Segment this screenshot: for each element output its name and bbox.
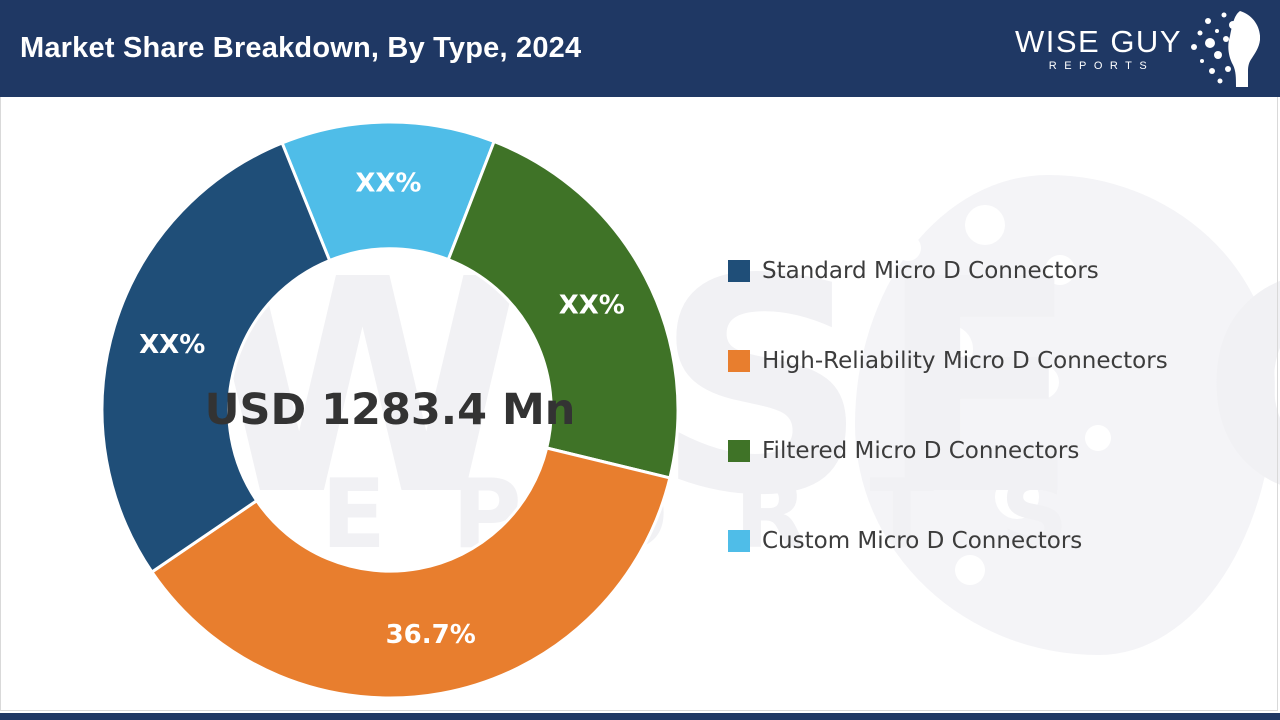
legend-swatch-icon (728, 529, 750, 552)
legend-item-filtered: Filtered Micro D Connectors (728, 437, 1168, 464)
wise-guy-logo: WISE GUY REPORTS (1015, 7, 1260, 91)
legend-label: Custom Micro D Connectors (762, 527, 1083, 554)
legend-swatch-icon (728, 349, 750, 372)
donut-segment-high-reliability (150, 446, 672, 700)
donut-chart: USD 1283.4 Mn XX% XX% 36.7% XX% (100, 120, 680, 700)
donut-segment-standard (100, 141, 332, 574)
segment-label-filtered: XX% (559, 291, 625, 321)
logo-head-icon (1191, 10, 1260, 87)
legend-item-custom: Custom Micro D Connectors (728, 527, 1168, 554)
page-title: Market Share Breakdown, By Type, 2024 (20, 32, 582, 64)
legend-swatch-icon (728, 259, 750, 282)
chart-center-value: USD 1283.4 Mn (205, 385, 576, 435)
logo-text: WISE GUY REPORTS (1015, 26, 1182, 72)
watermark-dot (965, 205, 1005, 245)
donut-segment-filtered (446, 140, 680, 480)
legend-item-standard: Standard Micro D Connectors (728, 257, 1168, 284)
legend-label: Filtered Micro D Connectors (762, 437, 1080, 464)
segment-label-custom: XX% (355, 168, 421, 198)
segment-label-standard: XX% (139, 330, 205, 360)
logo-sub: REPORTS (1048, 59, 1155, 72)
legend-swatch-icon (728, 439, 750, 462)
segment-label-high-reliability: 36.7% (386, 620, 476, 650)
legend-label: Standard Micro D Connectors (762, 257, 1099, 284)
legend-label: High-Reliability Micro D Connectors (762, 347, 1168, 374)
footer-bar (0, 713, 1280, 720)
chart-legend: Standard Micro D Connectors High-Reliabil… (728, 257, 1168, 617)
logo-name: WISE GUY (1014, 23, 1182, 59)
header: Market Share Breakdown, By Type, 2024 WI… (0, 0, 1280, 97)
legend-item-high-reliability: High-Reliability Micro D Connectors (728, 347, 1168, 374)
